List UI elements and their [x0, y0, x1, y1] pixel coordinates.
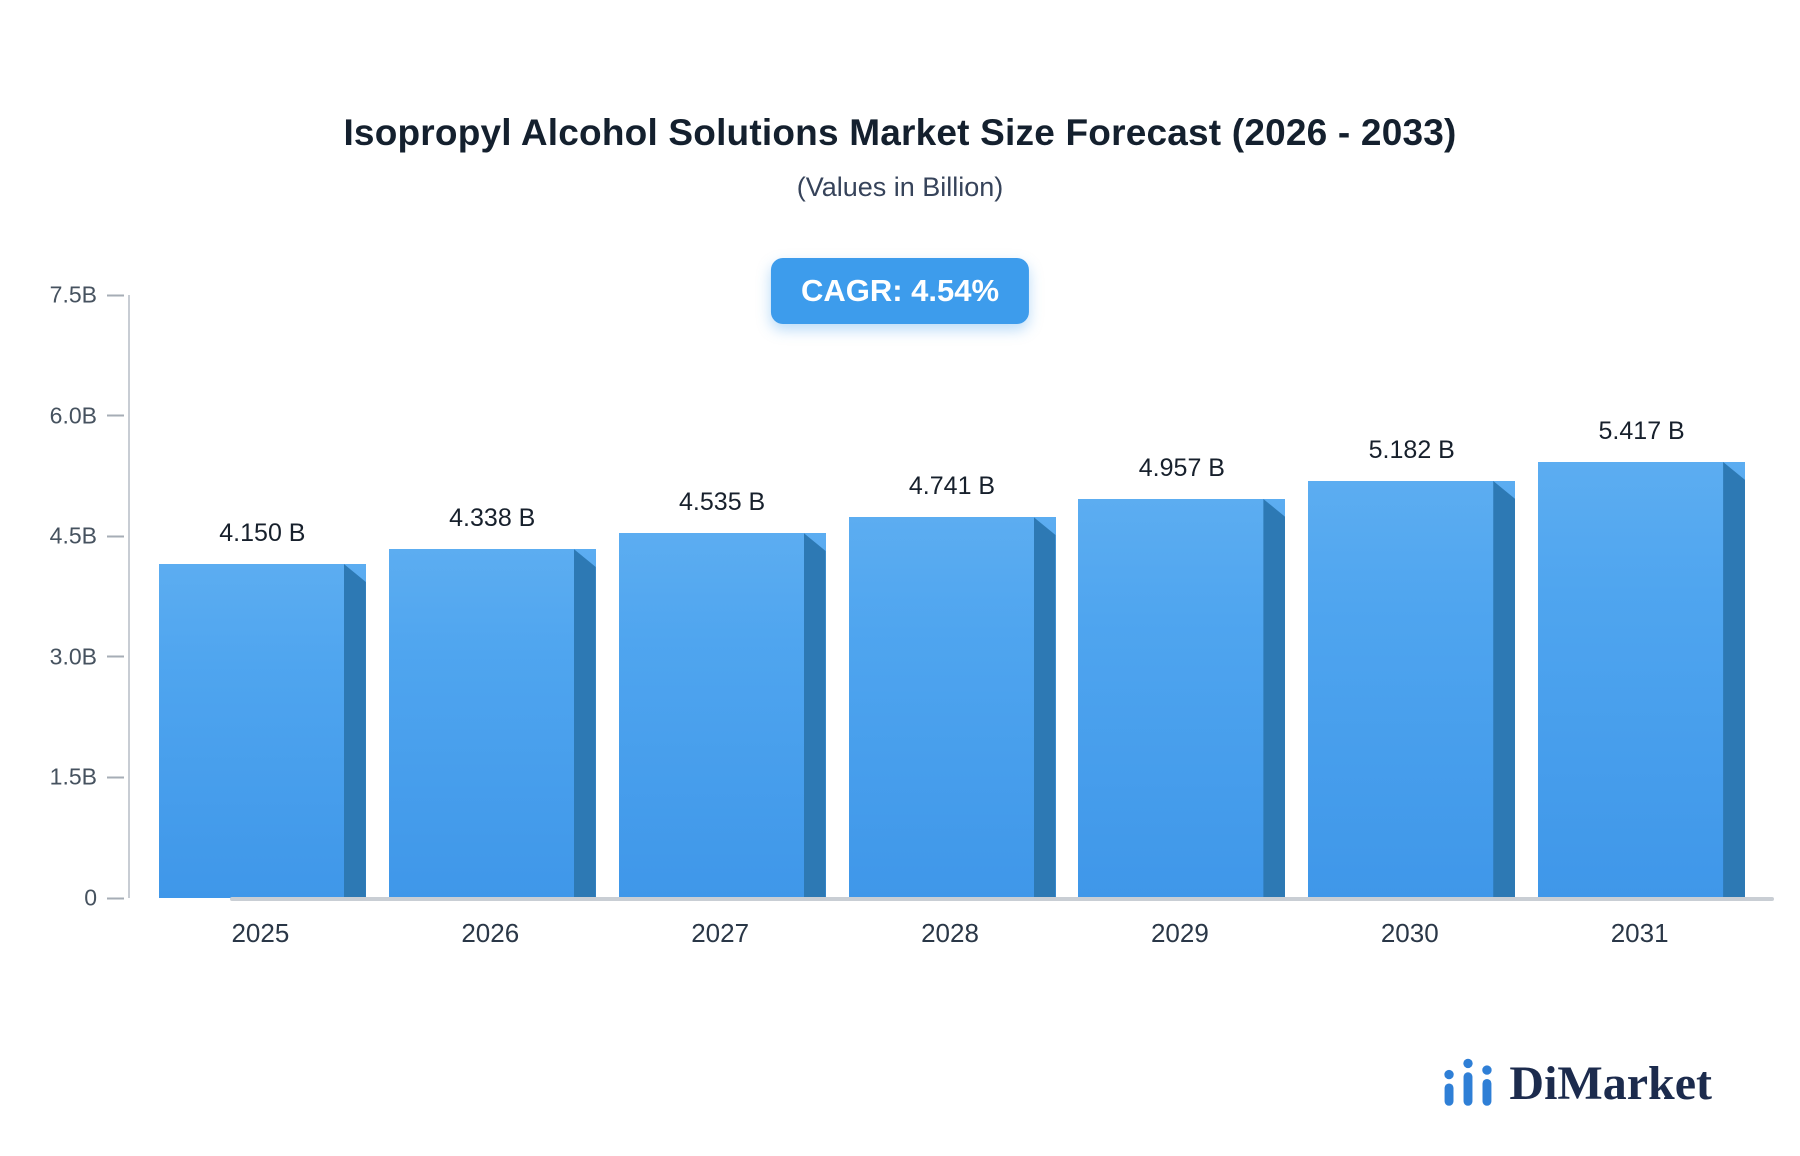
dimarket-logo: DiMarket — [1439, 1050, 1712, 1108]
y-tick-6.0B: 6.0B — [50, 402, 124, 429]
y-tick-label: 7.5B — [49, 281, 97, 308]
y-tick-mark — [107, 655, 124, 658]
chart-title: Isopropyl Alcohol Solutions Market Size … — [343, 112, 1457, 153]
x-axis-label-2028: 2028 — [921, 918, 979, 948]
x-axis-line — [230, 897, 1774, 901]
bar-face — [848, 517, 1056, 898]
bar-value-label: 4.338 B — [449, 504, 536, 532]
bar-chart-dots-icon — [1444, 1058, 1493, 1106]
bar-value-label: 5.417 B — [1598, 417, 1685, 445]
bar-side-shade — [573, 549, 596, 898]
bar-2026: 4.338 B — [388, 504, 596, 898]
y-tick-3.0B: 3.0B — [50, 643, 124, 670]
bar-value-label: 4.741 B — [908, 472, 996, 500]
x-axis-label-2030: 2030 — [1380, 918, 1439, 948]
y-tick-mark — [107, 776, 124, 779]
bar-side-shade — [1033, 517, 1056, 898]
y-tick-1.5B: 1.5B — [50, 764, 124, 791]
bar-value-label: 5.182 B — [1368, 436, 1455, 464]
y-tick-label: 6.0B — [49, 402, 97, 429]
bar-value-label: 4.535 B — [679, 488, 766, 516]
cagr-badge: CAGR: 4.54% — [770, 258, 1030, 324]
bar-2029: 4.957 B — [1078, 454, 1286, 898]
y-tick-mark — [107, 414, 124, 417]
bar-face — [1538, 462, 1746, 898]
plot-area: 4.150 B 4.338 B 4.535 B 4.741 B 4.957 B 5.182… — [128, 295, 1774, 901]
x-axis-label-2029: 2029 — [1150, 918, 1209, 948]
bars-container: 4.150 B 4.338 B 4.535 B 4.741 B 4.957 B 5.182… — [130, 295, 1774, 898]
bar-2031: 5.417 B — [1538, 417, 1746, 898]
bar-value-label: 4.957 B — [1138, 454, 1225, 482]
bar-side-shade — [1493, 481, 1516, 898]
bar-side-shade — [803, 533, 826, 898]
logo-text: DiMarket — [1509, 1057, 1712, 1110]
bar-face — [158, 564, 366, 898]
bar-side-shade — [1263, 499, 1286, 898]
bar-side-shade — [1723, 462, 1746, 898]
bar-2028: 4.741 B — [848, 472, 1056, 898]
chart-subtitle: (Values in Billion) — [796, 172, 1004, 202]
y-tick-0: 0 — [84, 885, 124, 912]
y-tick-mark — [107, 535, 124, 538]
x-axis-label-2026: 2026 — [461, 918, 520, 948]
y-tick-label: 1.5B — [49, 763, 97, 790]
x-axis-label-2027: 2027 — [691, 918, 750, 948]
y-tick-7.5B: 7.5B — [50, 282, 124, 309]
y-tick-label: 4.5B — [49, 522, 97, 549]
bar-2027: 4.535 B — [618, 488, 826, 898]
y-tick-label: 3.0B — [49, 643, 97, 670]
y-tick-4.5B: 4.5B — [50, 523, 124, 550]
bar-value-label: 4.150 B — [219, 519, 306, 547]
bar-face — [388, 549, 596, 898]
x-axis-labels: 2025 2026 2027 2028 2029 2030 2031 — [128, 918, 1772, 949]
bar-2025: 4.150 B — [158, 519, 366, 898]
x-axis-label-2025: 2025 — [231, 918, 290, 948]
x-axis-label-2031: 2031 — [1610, 918, 1669, 948]
bar-face — [1078, 499, 1286, 898]
y-tick-mark — [107, 897, 124, 899]
bar-face — [1308, 481, 1516, 898]
bar-face — [618, 533, 826, 898]
y-tick-label: 0 — [84, 884, 97, 911]
bar-chart: 0 1.5B 3.0B 4.5B 6.0B 7.5B 4.150 B 4.338 B 4.53… — [0, 282, 1774, 911]
bar-2030: 5.182 B — [1308, 436, 1516, 898]
y-tick-mark — [107, 294, 124, 296]
bar-side-shade — [343, 564, 366, 898]
y-axis: 0 1.5B 3.0B 4.5B 6.0B 7.5B — [0, 282, 128, 911]
